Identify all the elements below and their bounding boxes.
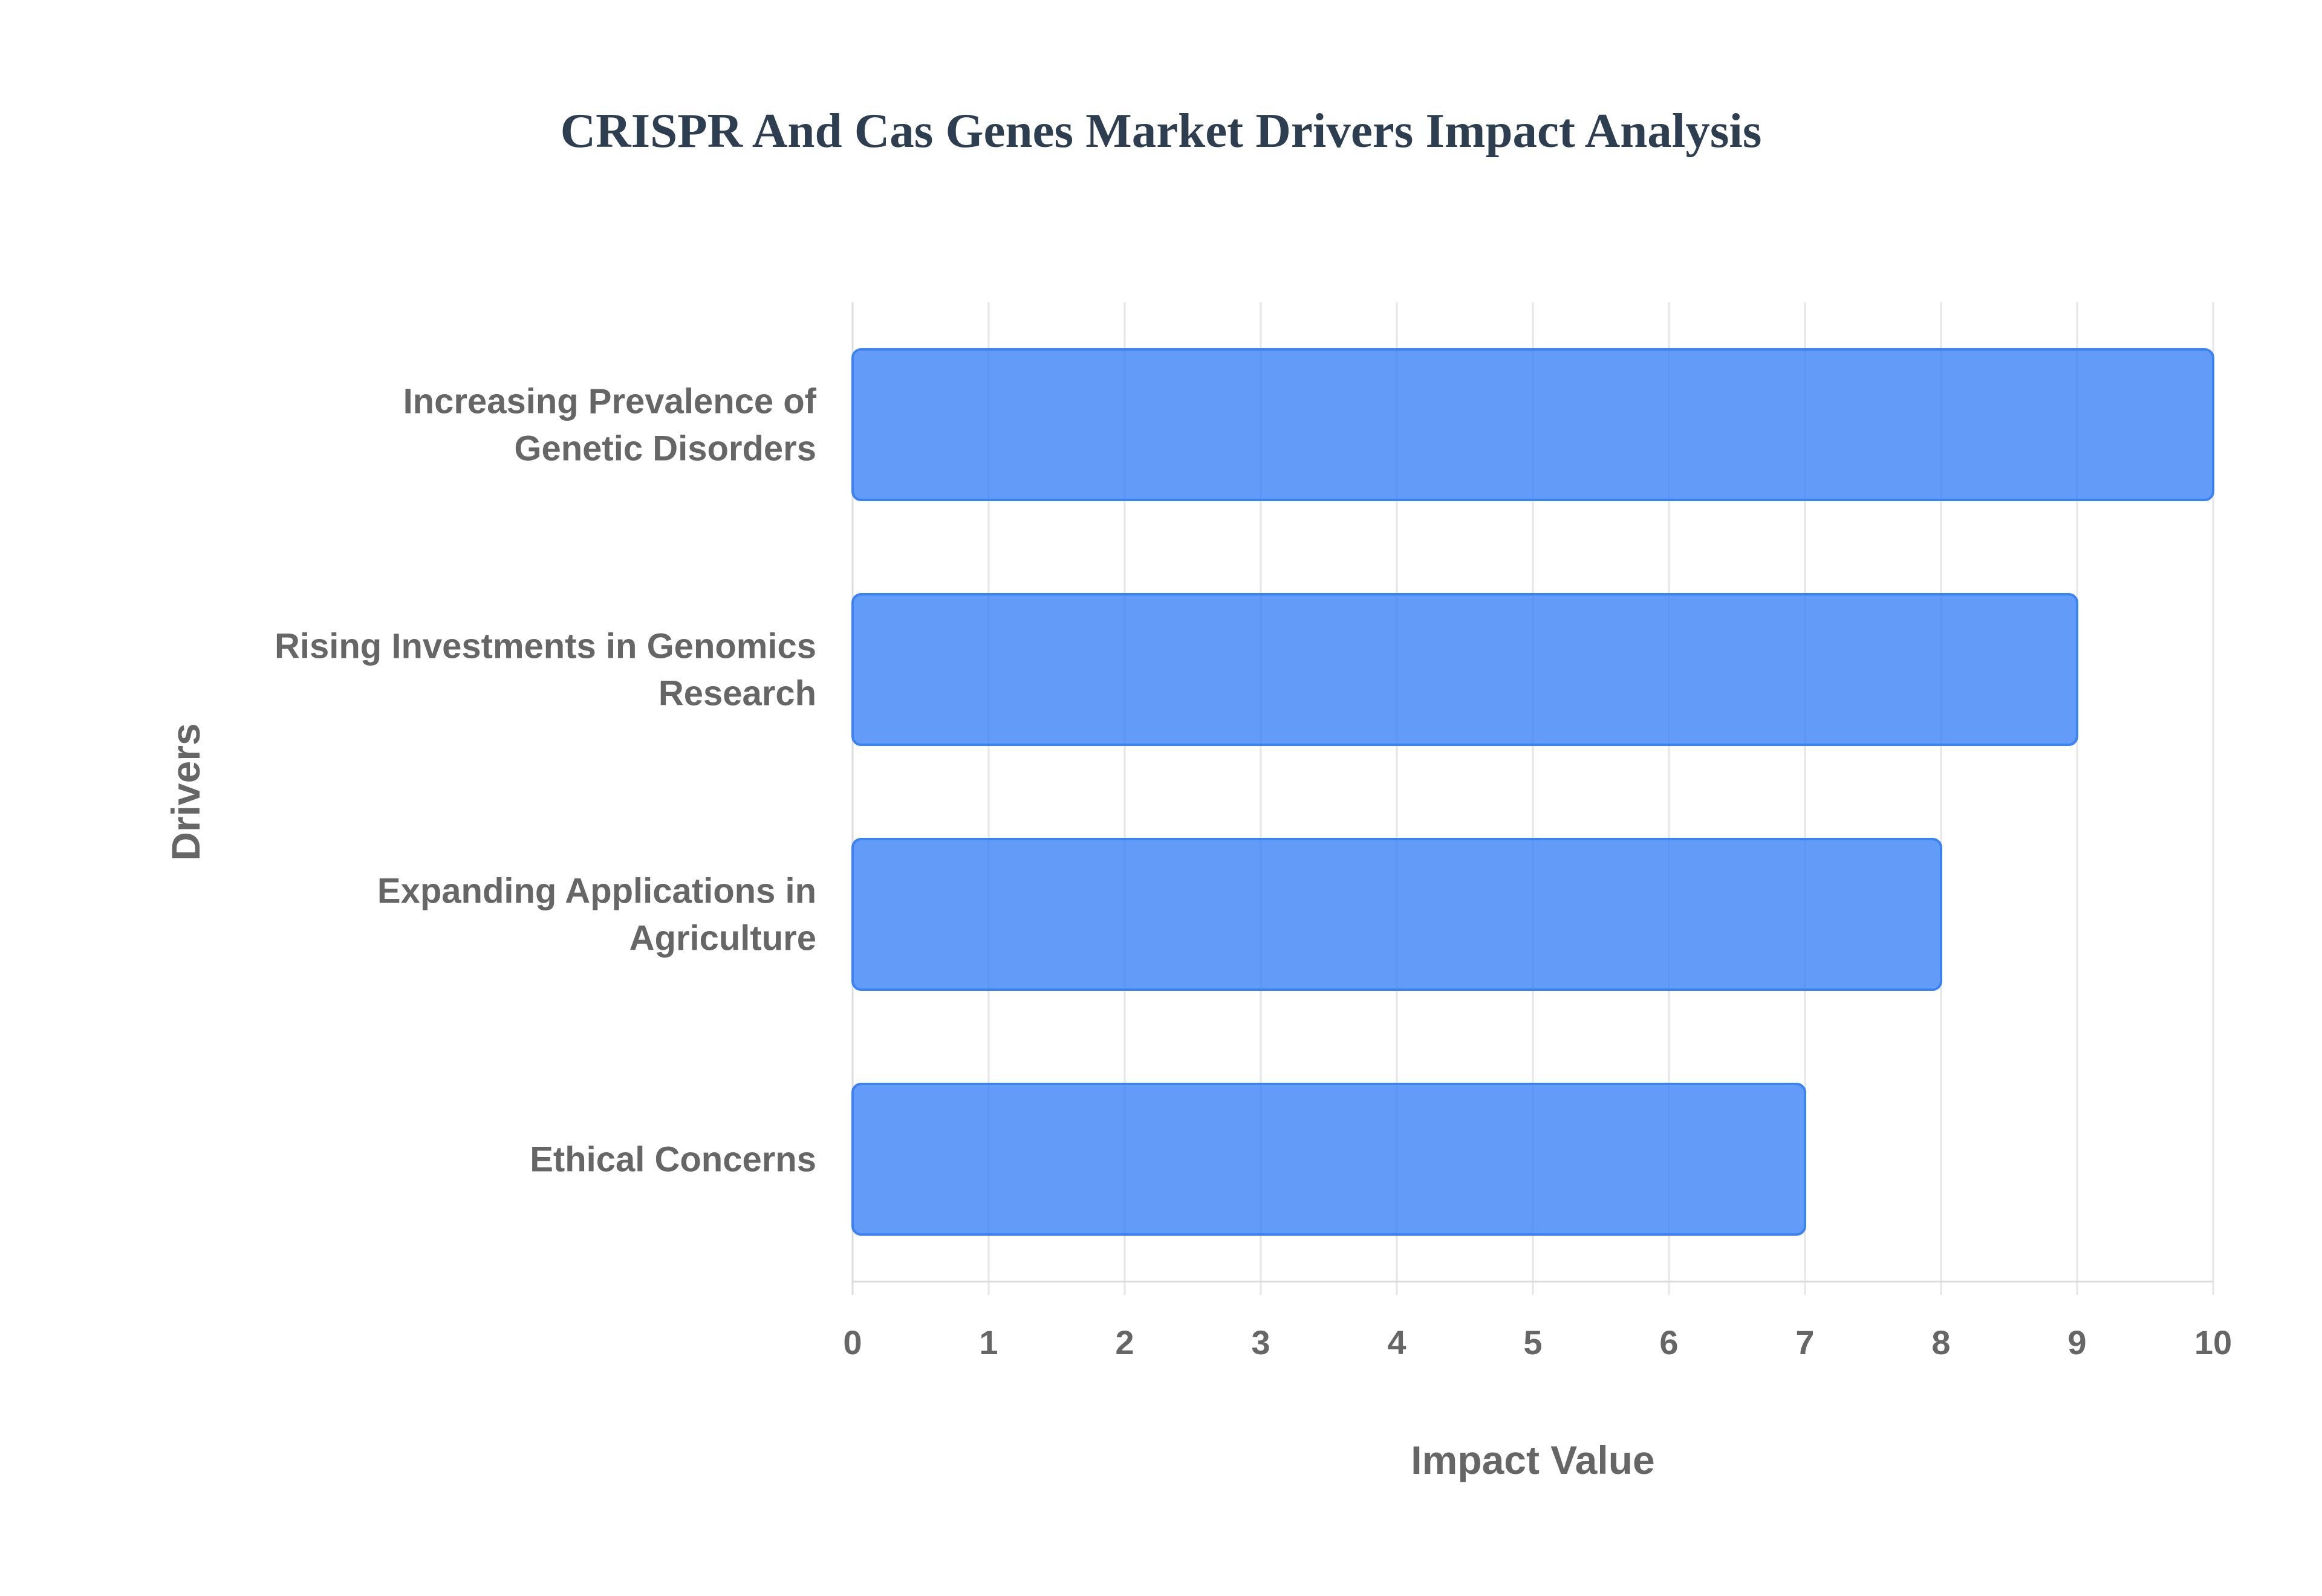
bar-1 xyxy=(851,348,2214,502)
y-axis-categories: Increasing Prevalence of Genetic Disorder… xyxy=(275,382,817,1179)
x-tick-label: 7 xyxy=(1795,1323,1814,1361)
x-tick-label: 9 xyxy=(2067,1323,2086,1361)
x-tick-label: 8 xyxy=(1931,1323,1950,1361)
x-tick-label: 5 xyxy=(1523,1323,1542,1361)
y-axis-title: Drivers xyxy=(163,723,208,861)
bars xyxy=(851,348,2214,1236)
category-label: Ethical Concerns xyxy=(530,1140,816,1179)
x-axis-ticks: 0 1 2 3 4 5 6 7 8 9 10 xyxy=(843,1323,2232,1361)
bar-2 xyxy=(851,592,2078,747)
category-label: Expanding Applications in Agriculture xyxy=(377,872,816,958)
x-tick-label: 10 xyxy=(2194,1323,2232,1361)
x-tick-label: 1 xyxy=(979,1323,998,1361)
category-label: Increasing Prevalence of Genetic Disorder… xyxy=(403,382,817,469)
x-tick-label: 6 xyxy=(1659,1323,1678,1361)
x-tick-label: 0 xyxy=(843,1323,862,1361)
chart-title: CRISPR And Cas Genes Market Drivers Impa… xyxy=(560,103,1762,158)
bar-4 xyxy=(851,1082,1806,1236)
x-tick-label: 2 xyxy=(1115,1323,1134,1361)
x-axis-title: Impact Value xyxy=(1411,1438,1655,1482)
category-label: Rising Investments in Genomics Research xyxy=(275,627,816,713)
x-tick-label: 3 xyxy=(1251,1323,1270,1361)
bar-3 xyxy=(851,837,1942,991)
x-tick-label: 4 xyxy=(1387,1323,1406,1361)
